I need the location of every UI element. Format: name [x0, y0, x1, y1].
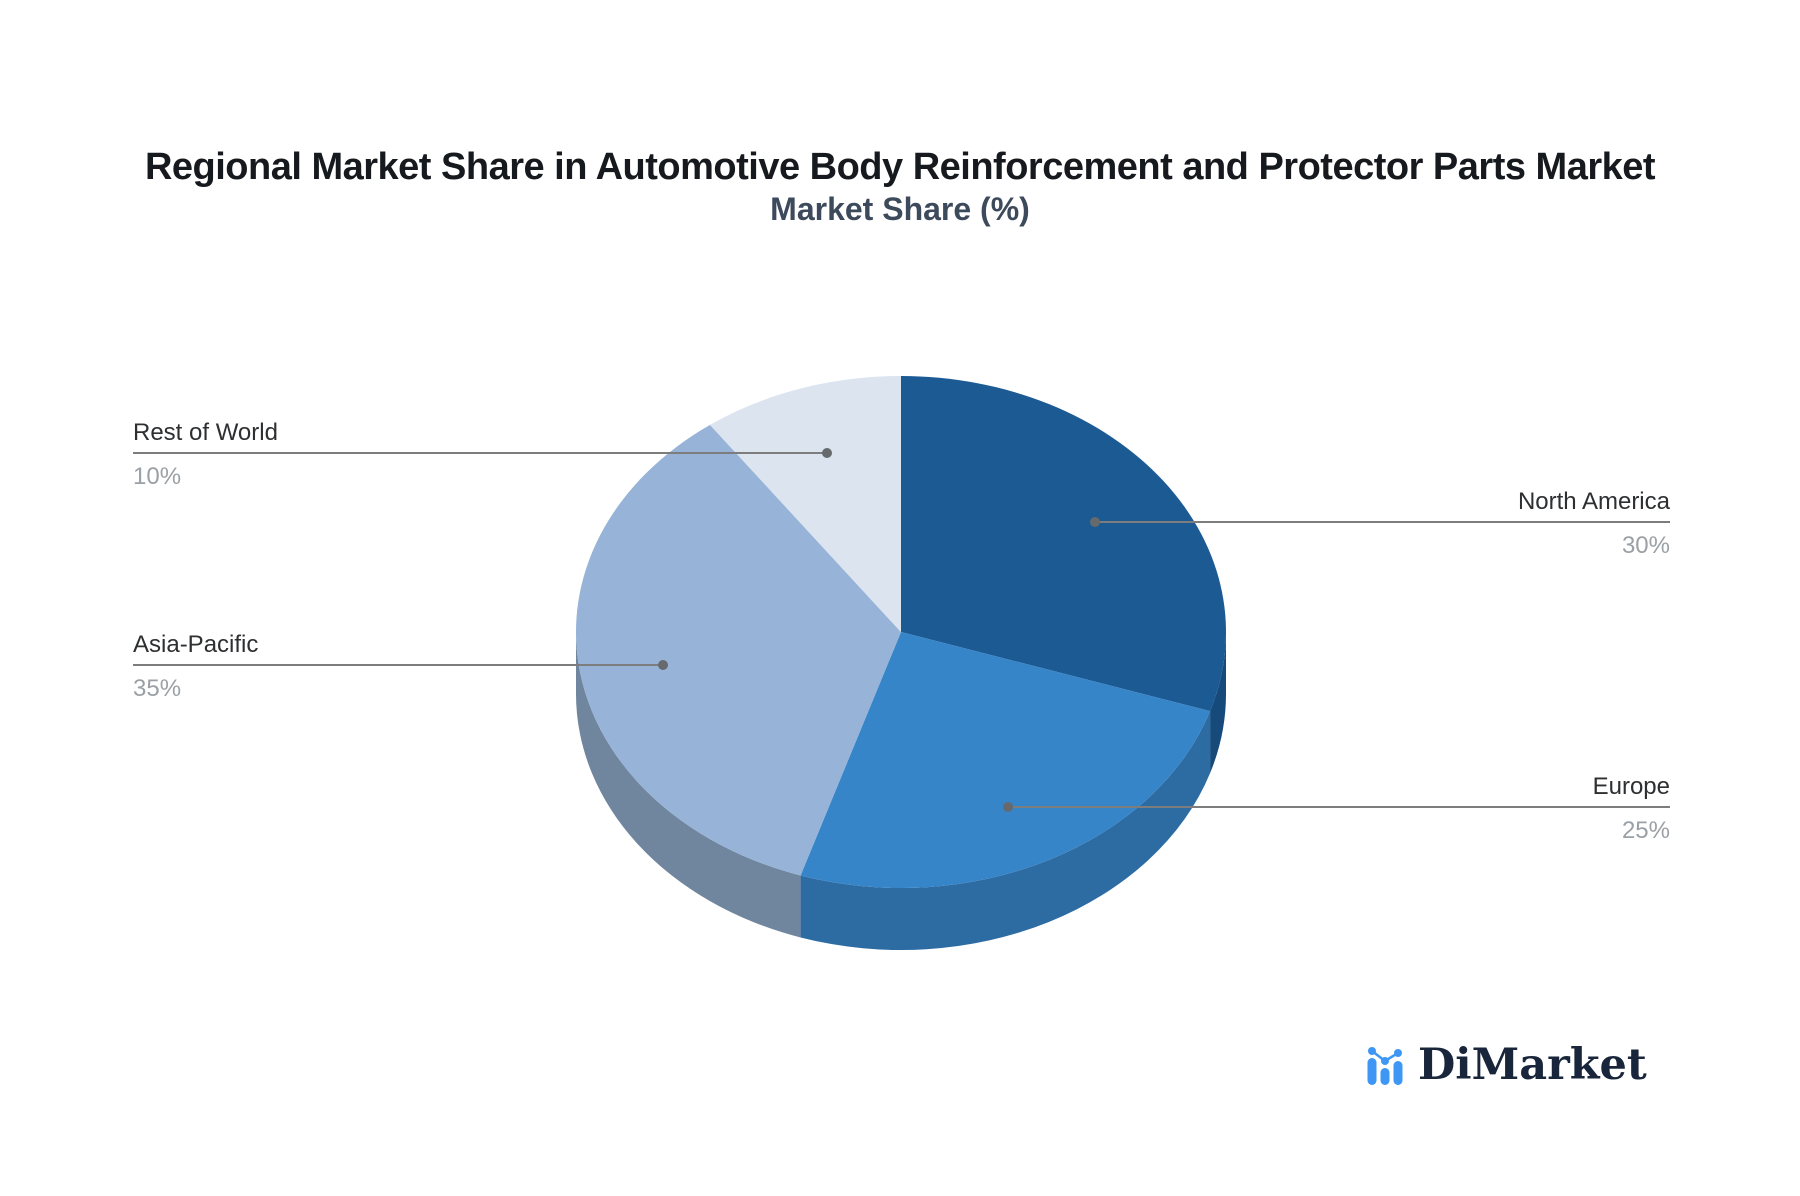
callout-label-europe: Europe [1592, 773, 1670, 800]
dimarket-logo: DiMarket [1365, 1043, 1647, 1087]
callout-label-north-america: North America [1517, 488, 1670, 515]
pie-slice-europe[interactable] [800, 632, 1211, 888]
pie-slice-side-asia-pacific [576, 632, 801, 938]
leader-line-north-america [1095, 521, 1670, 523]
callout-value-rest-of-world: 10% [133, 463, 182, 490]
callout-value-europe: 25% [1621, 817, 1670, 844]
callout-value-asia-pacific: 35% [133, 675, 182, 702]
leader-dot-north-america [1090, 517, 1100, 527]
pie-slice-asia-pacific[interactable] [575, 424, 901, 876]
pie-slice-side-europe [800, 711, 1211, 950]
leader-line-europe [1008, 806, 1670, 808]
leader-dot-europe [1003, 802, 1013, 812]
leader-dot-asia-pacific [658, 660, 668, 670]
pie-slice-north-america[interactable] [901, 376, 1226, 712]
pie-slice-rest-of-world[interactable] [709, 376, 901, 632]
pie-slice-side-north-america [1210, 632, 1226, 774]
leader-line-asia-pacific [133, 664, 663, 666]
leader-line-rest-of-world [133, 452, 827, 454]
callout-label-rest-of-world: Rest of World [133, 419, 278, 446]
leader-dot-rest-of-world [822, 448, 832, 458]
callout-value-north-america: 30% [1621, 532, 1670, 559]
bar-line-chart-icon [1367, 1047, 1403, 1085]
chart-title: Regional Market Share in Automotive Body… [144, 146, 1656, 188]
chart-subtitle: Market Share (%) [770, 191, 1030, 227]
dimarket-logo-text: DiMarket [1418, 1040, 1647, 1090]
callout-label-asia-pacific: Asia-Pacific [133, 631, 259, 658]
